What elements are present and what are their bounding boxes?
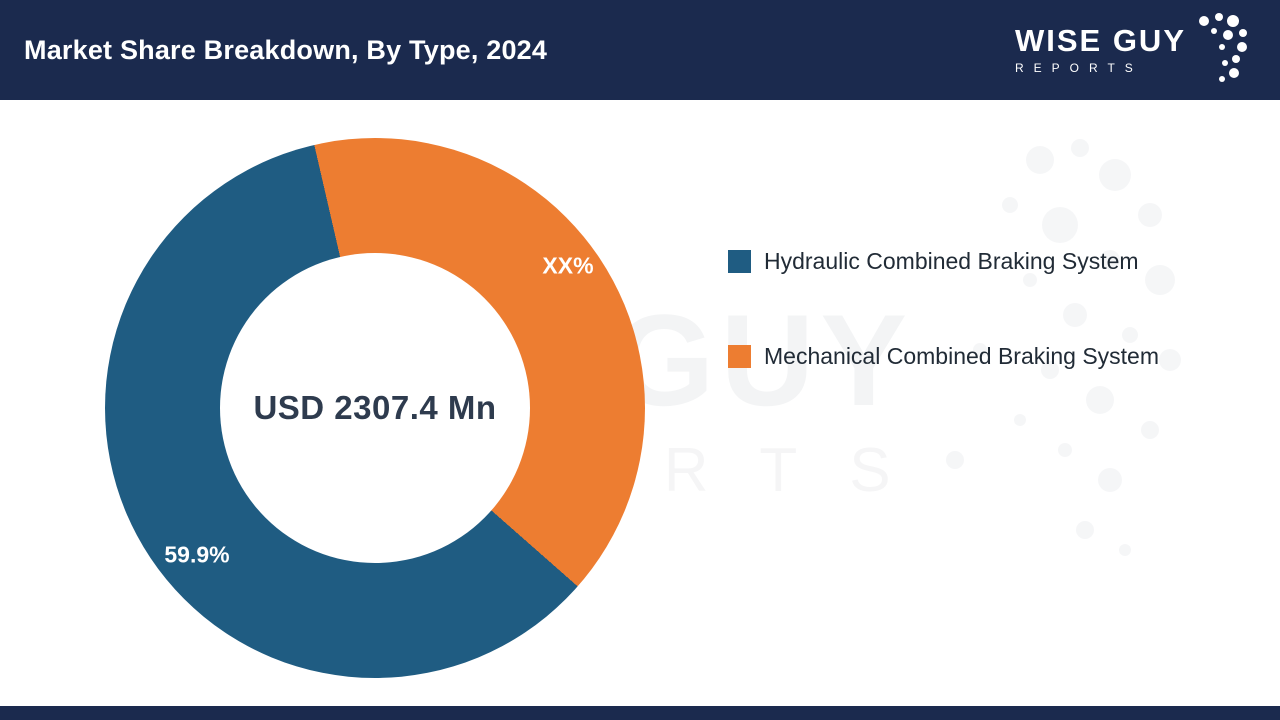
legend-swatch-hydraulic bbox=[728, 250, 751, 273]
brand-logo: WISE GUY REPORTS bbox=[1015, 11, 1250, 90]
slice-label-hydraulic: 59.9% bbox=[164, 541, 230, 568]
legend-swatch-mechanical bbox=[728, 345, 751, 368]
legend-item-mechanical: Mechanical Combined Braking System bbox=[728, 343, 1159, 370]
page-title: Market Share Breakdown, By Type, 2024 bbox=[24, 34, 548, 65]
brand-name: WISE GUY bbox=[1014, 23, 1186, 59]
legend-label-hydraulic: Hydraulic Combined Braking System bbox=[764, 248, 1139, 274]
slice-label-mechanical: XX% bbox=[542, 252, 594, 279]
donut-chart: USD 2307.4 Mn XX% 59.9% bbox=[105, 138, 645, 678]
chart-legend: Hydraulic Combined Braking System Mechan… bbox=[728, 248, 1159, 370]
brand-subtitle: REPORTS bbox=[1014, 60, 1143, 75]
header-bar: Market Share Breakdown, By Type, 2024 WI… bbox=[0, 0, 1280, 100]
legend-label-mechanical: Mechanical Combined Braking System bbox=[764, 343, 1160, 369]
footer-bar bbox=[0, 706, 1280, 720]
chart-center-value: USD 2307.4 Mn bbox=[253, 389, 497, 426]
brand-head-dots-icon bbox=[1192, 11, 1250, 90]
legend-item-hydraulic: Hydraulic Combined Braking System bbox=[728, 248, 1159, 275]
donut-hole: USD 2307.4 Mn bbox=[220, 253, 530, 563]
brand-logo-text: WISE GUY REPORTS bbox=[1015, 25, 1186, 75]
